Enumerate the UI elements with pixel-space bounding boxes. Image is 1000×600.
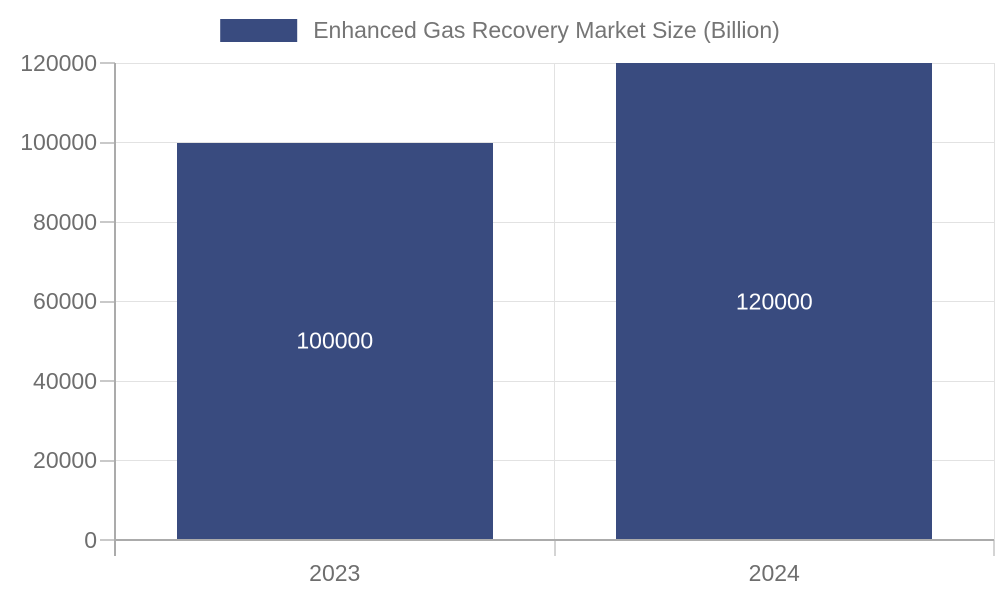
bar — [176, 142, 493, 540]
plot-area: 100000 120000 — [115, 62, 995, 540]
x-grid-line — [993, 63, 995, 540]
x-tick-mark — [553, 540, 556, 556]
y-tick-mark — [100, 62, 115, 64]
y-tick-mark — [100, 539, 115, 541]
x-tick-mark — [993, 540, 995, 556]
legend-item[interactable]: Enhanced Gas Recovery Market Size (Billi… — [220, 17, 780, 44]
y-tick-label: 120000 — [20, 49, 97, 76]
y-tick-mark — [100, 221, 115, 223]
bar — [616, 63, 933, 540]
x-tick-label: 2023 — [309, 560, 361, 586]
y-tick-mark — [100, 141, 115, 144]
y-tick-label: 60000 — [33, 288, 97, 314]
x-axis-line — [115, 539, 994, 541]
y-tick-mark — [100, 300, 115, 303]
y-tick-label: 40000 — [33, 367, 97, 394]
legend-label: Enhanced Gas Recovery Market Size (Billi… — [313, 17, 780, 43]
x-grid-line — [554, 63, 555, 540]
y-tick-label: 100000 — [20, 129, 97, 155]
y-tick-mark — [100, 459, 115, 462]
y-tick-label: 20000 — [33, 447, 97, 473]
y-tick-label: 80000 — [33, 208, 97, 235]
y-tick-label: 0 — [84, 526, 97, 553]
bar-value-label: 120000 — [735, 288, 813, 314]
y-tick-mark — [100, 380, 115, 382]
y-axis-line — [114, 63, 116, 556]
legend-swatch — [220, 19, 298, 42]
bar-value-label: 100000 — [296, 327, 374, 354]
x-tick-label: 2024 — [748, 560, 800, 586]
